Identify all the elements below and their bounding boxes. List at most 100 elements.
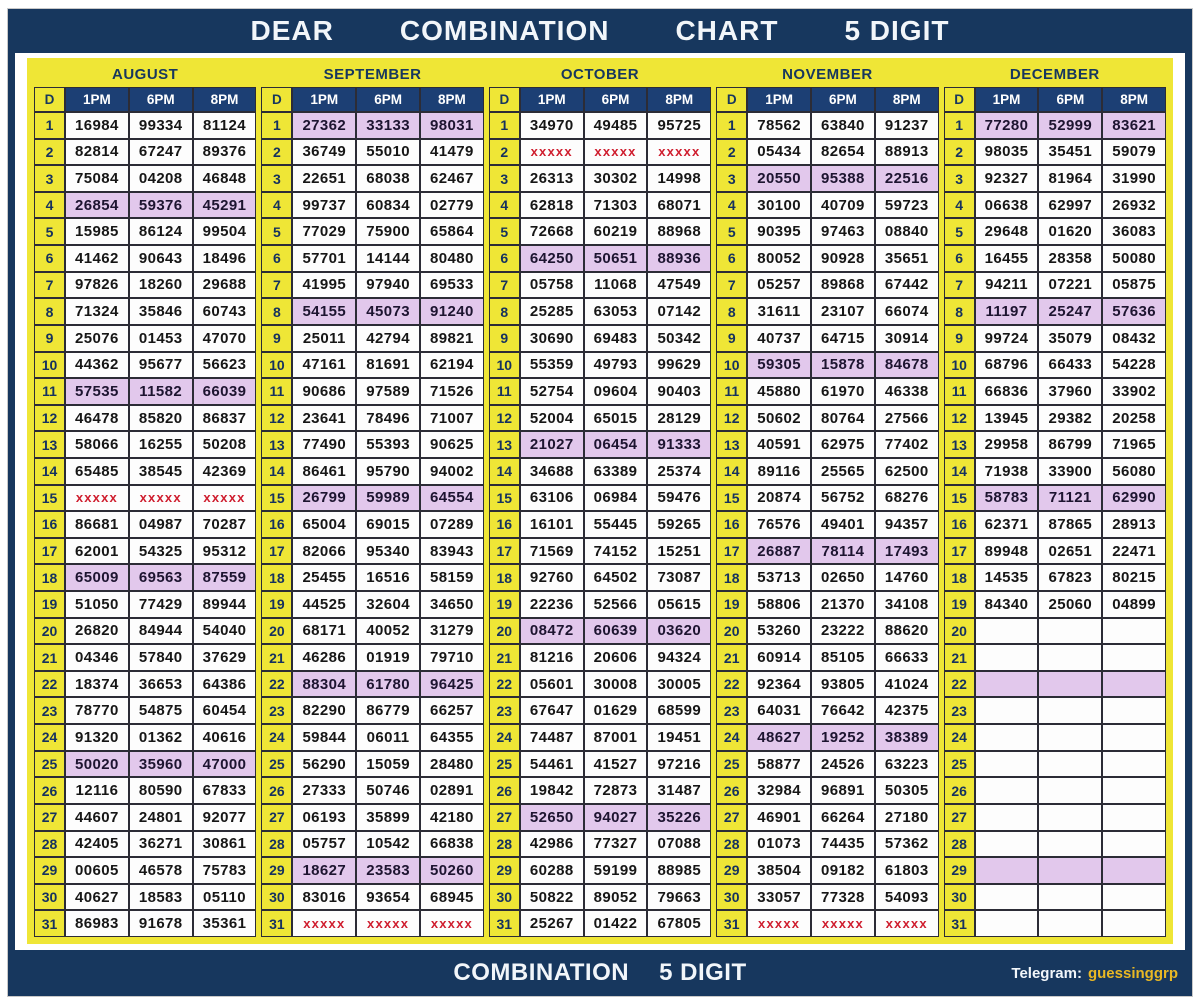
result-cell (1102, 803, 1167, 831)
result-cell: 99724 (974, 324, 1039, 352)
result-cell: 16101 (519, 511, 584, 538)
result-cell: 38389 (874, 724, 939, 751)
day-number-cell: 17 (34, 537, 65, 565)
result-cell: 81691 (356, 351, 420, 379)
result-cell: 16455 (974, 245, 1039, 272)
day-number-cell: 6 (34, 245, 65, 272)
footer-title-5digit: 5 DIGIT (659, 959, 747, 986)
result-cell: 41995 (292, 271, 357, 299)
day-number-cell: 31 (943, 910, 975, 937)
result-cell: 44362 (65, 351, 129, 379)
day-number-cell: 5 (943, 218, 975, 246)
column-header-day: D (34, 87, 65, 112)
result-cell: 45073 (356, 298, 420, 325)
result-cell: 86461 (292, 457, 357, 485)
result-cell: 42405 (65, 830, 129, 858)
result-cell: 02779 (420, 191, 484, 219)
result-cell: 35079 (1038, 324, 1103, 352)
day-number-cell: 26 (261, 777, 293, 804)
result-cell (1038, 750, 1103, 778)
result-cell: 62467 (420, 165, 484, 192)
result-cell: 50746 (356, 777, 420, 804)
day-number-cell: 4 (943, 191, 975, 219)
day-number-cell: 20 (34, 617, 65, 645)
result-cell: 84678 (874, 351, 939, 379)
result-cell: 89116 (747, 457, 812, 485)
result-cell: 77402 (874, 431, 939, 458)
result-cell: 71121 (1038, 484, 1103, 512)
result-cell: 67823 (1038, 564, 1103, 592)
result-cell: 16516 (356, 564, 420, 592)
result-cell: 04899 (1102, 591, 1167, 618)
result-cell: 50208 (192, 431, 257, 458)
result-cell: 40627 (65, 883, 129, 911)
result-cell: 66039 (192, 378, 257, 405)
day-number-cell: 13 (34, 431, 65, 458)
page-title-dear: DEAR (250, 15, 334, 46)
day-number-cell: 11 (34, 378, 65, 405)
result-cell (1102, 883, 1167, 911)
result-cell: 81216 (519, 644, 584, 671)
result-cell: 41527 (583, 750, 648, 778)
result-cell: 65004 (292, 511, 357, 538)
result-cell (1102, 617, 1167, 645)
result-cell: 55010 (356, 138, 420, 166)
result-cell (1038, 830, 1103, 858)
result-cell: 25247 (1038, 298, 1103, 325)
result-cell: 88985 (647, 857, 712, 884)
result-cell: 97826 (65, 271, 129, 299)
result-cell: 45291 (192, 191, 257, 219)
result-cell: 26932 (1102, 191, 1167, 219)
result-cell: 44607 (65, 803, 129, 831)
result-cell: 05257 (747, 271, 812, 299)
result-cell: 71007 (420, 404, 484, 432)
result-cell: 16984 (65, 112, 129, 139)
result-cell: 35361 (192, 910, 257, 937)
result-cell: 49401 (811, 511, 875, 538)
result-cell: 68599 (647, 697, 712, 725)
result-cell: 70287 (192, 511, 257, 538)
day-number-cell: 28 (943, 830, 975, 858)
result-cell: 18583 (128, 883, 193, 911)
result-cell: 22236 (519, 591, 584, 618)
result-cell: 30005 (647, 670, 712, 698)
result-cell: 35899 (356, 803, 420, 831)
result-cell: 63106 (519, 484, 584, 512)
result-cell: 25060 (1038, 591, 1103, 618)
day-number-cell: 20 (716, 617, 748, 645)
result-cell: 46478 (65, 404, 129, 432)
result-cell: 95790 (356, 457, 420, 485)
result-cell: 79710 (420, 644, 484, 671)
day-number-cell: 29 (488, 857, 520, 884)
result-cell: 33133 (356, 112, 420, 139)
result-cell: 46286 (292, 644, 357, 671)
day-number-cell: 15 (943, 484, 975, 512)
result-cell: 28358 (1038, 245, 1103, 272)
result-cell: 62997 (1038, 191, 1103, 219)
day-number-cell: 7 (943, 271, 975, 299)
result-cell: 78562 (747, 112, 812, 139)
result-cell (974, 750, 1039, 778)
result-cell: 41024 (874, 670, 939, 698)
day-number-cell: 27 (716, 803, 748, 831)
day-number-cell: 4 (34, 191, 65, 219)
result-cell: 71526 (420, 378, 484, 405)
result-cell: 28913 (1102, 511, 1167, 538)
day-number-cell: 5 (488, 218, 520, 246)
result-cell: 41462 (65, 245, 129, 272)
day-number-cell: 18 (488, 564, 520, 592)
missing-result-cell: xxxxx (356, 910, 420, 937)
result-cell: 62001 (65, 537, 129, 565)
day-number-cell: 24 (488, 724, 520, 751)
day-number-cell: 20 (943, 617, 975, 645)
result-cell: 58066 (65, 431, 129, 458)
day-number-cell: 23 (716, 697, 748, 725)
result-cell: 86681 (65, 511, 129, 538)
result-cell: 07221 (1038, 271, 1103, 299)
result-cell: 56290 (292, 750, 357, 778)
day-number-cell: 19 (34, 591, 65, 618)
result-cell: 37960 (1038, 378, 1103, 405)
day-number-cell: 23 (488, 697, 520, 725)
result-cell: 42986 (519, 830, 584, 858)
column-header-6pm: 6PM (1038, 87, 1103, 112)
